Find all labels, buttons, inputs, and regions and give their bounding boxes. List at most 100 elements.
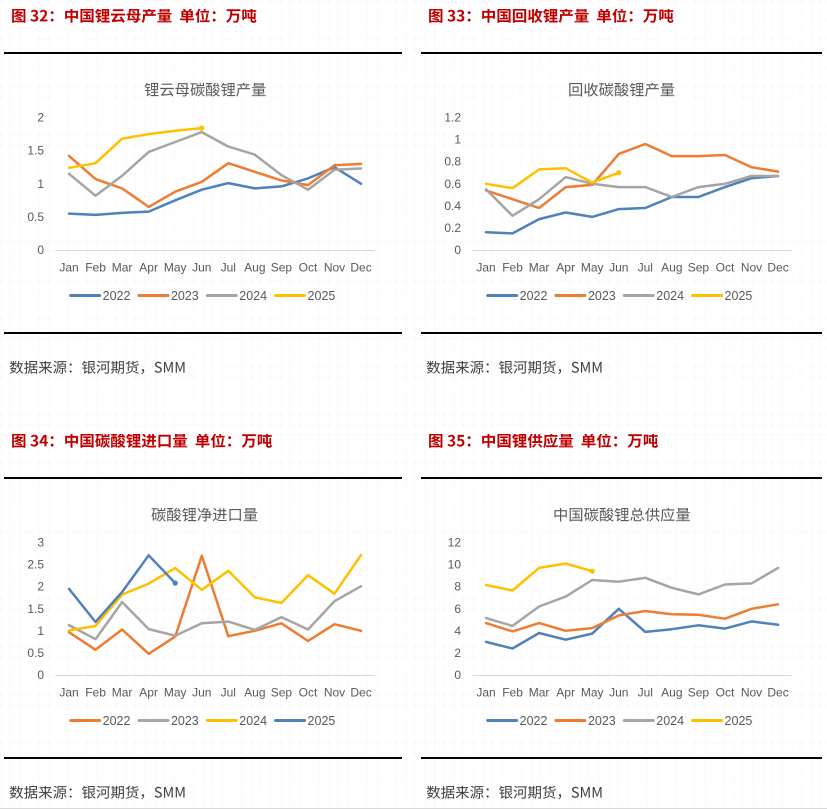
figure-panel-1: 图 33：中国回收锂产量 单位：万吨 回收碳酸锂产量 0 0.2 0.4 0.6 0.8… [417, 0, 827, 425]
series-line-2025 [67, 126, 204, 170]
legend: 2022 2023 2024 2025 [69, 289, 335, 303]
x-tick-label: Jun [192, 261, 211, 275]
glyph-path [497, 434, 511, 448]
y-axis-labels: 0 0.5 1 1.5 2 [27, 111, 44, 258]
glyph-path [257, 434, 272, 448]
glyph-path [141, 434, 157, 448]
glyph-path [513, 786, 527, 799]
glyph-path [182, 508, 197, 522]
glyph-path [645, 508, 660, 522]
glyph-path [615, 83, 630, 97]
glyph-path [456, 434, 465, 447]
glyph-path [592, 786, 602, 798]
x-axis-labels: Jan Feb Mar Apr May Jun Jul Aug Sep Oct Nov Dec [59, 261, 371, 275]
glyph-path [24, 361, 38, 374]
glyph-path [9, 786, 24, 799]
y-tick-label: 0 [454, 668, 461, 682]
x-tick-label: Jul [638, 261, 653, 275]
x-tick-label: Mar [112, 261, 133, 275]
y-tick-label: 0.4 [444, 199, 461, 213]
glyph-path [195, 9, 210, 23]
glyph-path [210, 434, 226, 448]
cjk-text-svg [554, 508, 691, 522]
series-line-2025 [484, 167, 621, 190]
legend-label-2025: 2025 [725, 714, 753, 728]
glyph-path [455, 786, 470, 799]
x-tick-label: Dec [767, 261, 788, 275]
glyph-path [110, 434, 126, 448]
legend-label-2022: 2022 [520, 289, 548, 303]
y-tick-label: 1.2 [444, 111, 461, 125]
glyph-path [645, 83, 660, 97]
glyph-path [80, 9, 94, 23]
x-tick-label: Nov [324, 686, 345, 700]
line-chart-0: 0 0.5 1 1.5 2 Jan Feb Mar Apr May Jun Jul Aug Sep Oct N… [27, 111, 375, 303]
glyph-path [571, 786, 579, 798]
x-tick-label: May [581, 686, 604, 700]
legend-label-2023: 2023 [171, 714, 199, 728]
y-tick-label: 0.8 [444, 155, 461, 169]
line-chart-2: 0 0.5 1 1.5 2 2.5 3 Jan Feb Mar Apr May Jun Jul Aug Sep… [27, 536, 375, 728]
glyph-path [53, 361, 67, 374]
glyph-path [497, 9, 511, 23]
y-tick-label: 2 [37, 111, 44, 125]
figure-caption: 图 35：中国锂供应量 单位：万吨 [428, 434, 658, 449]
glyph-path [482, 434, 495, 448]
caption-divider [4, 477, 402, 479]
y-axis-labels: 0 0.5 1 1.5 2 2.5 3 [27, 536, 44, 683]
glyph-path [499, 786, 513, 799]
x-tick-label: Oct [299, 261, 318, 275]
caption-divider [421, 477, 822, 479]
series-end-marker-2025 [199, 125, 205, 131]
glyph-path [157, 9, 172, 23]
glyph-path [180, 9, 195, 23]
y-tick-label: 2 [37, 580, 44, 594]
glyph-path [596, 434, 612, 448]
glyph-path [39, 9, 48, 22]
x-tick-label: Feb [502, 686, 523, 700]
x-tick-label: Jul [221, 261, 236, 275]
glyph-path [456, 9, 465, 22]
data-source-note: 数据来源：银河期货，SMM [9, 361, 186, 375]
glyph-path [569, 508, 583, 522]
cjk-text-svg [569, 83, 675, 97]
glyph-path [172, 434, 188, 448]
glyph-path [163, 786, 173, 798]
chart-title: 锂云母碳酸锂产量 [144, 83, 266, 98]
glyph-path [580, 361, 590, 373]
glyph-path [643, 434, 658, 448]
legend-label-2025: 2025 [308, 714, 336, 728]
glyph-path [597, 9, 612, 23]
glyph-path [126, 434, 141, 448]
glyph-path [486, 363, 489, 373]
glyph-path [38, 786, 53, 799]
y-tick-label: 2.5 [27, 558, 44, 572]
glyph-path [676, 508, 691, 522]
glyph-path [12, 9, 26, 23]
cjk-text-svg [426, 361, 602, 375]
legend-label-2025: 2025 [725, 289, 753, 303]
x-tick-label: May [164, 261, 187, 275]
glyph-path [163, 361, 173, 373]
legend-label-2024: 2024 [656, 289, 684, 303]
glyph-path [38, 361, 53, 374]
glyph-path [426, 361, 441, 374]
glyph-path [82, 361, 96, 374]
cjk-text-svg [429, 434, 658, 448]
x-tick-label: Apr [139, 686, 158, 700]
glyph-path [95, 9, 110, 23]
x-tick-label: Aug [661, 261, 682, 275]
y-tick-label: 1.5 [27, 602, 44, 616]
glyph-path [190, 83, 205, 97]
glyph-path [512, 9, 527, 23]
y-tick-label: 0 [454, 243, 461, 257]
legend: 2022 2023 2024 2025 [486, 289, 753, 303]
legend-label-2022: 2022 [103, 289, 131, 303]
y-tick-label: 1 [37, 624, 44, 638]
glyph-path [12, 434, 26, 448]
series-line-2023 [484, 142, 780, 210]
x-tick-label: Oct [716, 261, 735, 275]
y-tick-label: 10 [448, 558, 462, 572]
glyph-path [574, 9, 589, 23]
glyph-path [614, 508, 629, 522]
